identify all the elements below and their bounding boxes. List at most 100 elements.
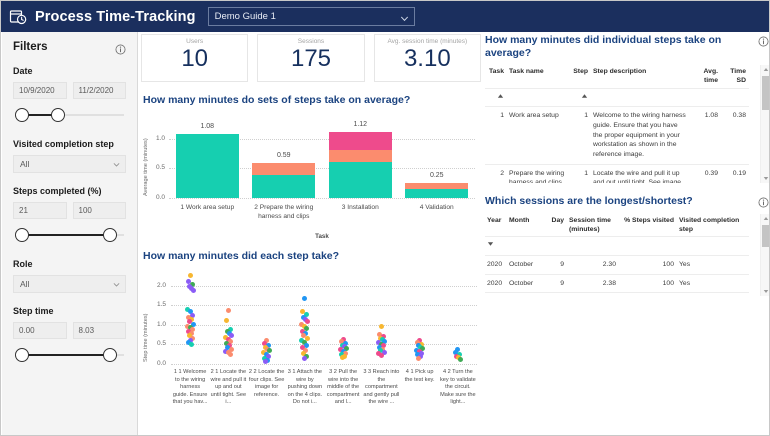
scatter-point[interactable] bbox=[303, 330, 309, 336]
scatter-point[interactable] bbox=[300, 328, 306, 334]
filter-role-dropdown[interactable]: All bbox=[13, 275, 126, 293]
scatter-point[interactable] bbox=[188, 341, 194, 347]
scatter-point[interactable] bbox=[305, 319, 311, 325]
scatter-point[interactable] bbox=[185, 314, 191, 320]
scrollbar-thumb[interactable] bbox=[762, 224, 769, 247]
scatter-point[interactable] bbox=[299, 338, 305, 343]
bar-segment[interactable] bbox=[405, 183, 469, 189]
scatter-point[interactable] bbox=[264, 338, 270, 343]
scatter-point[interactable] bbox=[189, 281, 195, 287]
caret-down-icon[interactable] bbox=[761, 174, 769, 183]
scatter-point[interactable] bbox=[266, 343, 272, 349]
bar-segment[interactable] bbox=[328, 150, 392, 162]
slider-knob-min[interactable] bbox=[15, 108, 29, 122]
col-step-description[interactable]: Step description bbox=[593, 68, 647, 76]
scatter-point[interactable] bbox=[184, 307, 190, 313]
col-visited-completion-step[interactable]: Visited completion step bbox=[679, 216, 740, 233]
scatter-point[interactable] bbox=[304, 326, 310, 332]
scatter-point[interactable] bbox=[419, 341, 425, 347]
scatter-point[interactable] bbox=[262, 355, 268, 361]
scatter-point[interactable] bbox=[186, 319, 192, 325]
scatter-point[interactable] bbox=[304, 342, 310, 348]
scatter-point[interactable] bbox=[186, 333, 192, 339]
filter-steps-completed-max-input[interactable]: 100 bbox=[72, 202, 126, 219]
col-step[interactable]: Step bbox=[573, 68, 588, 76]
scatter-point[interactable] bbox=[187, 309, 193, 315]
scatter-point[interactable] bbox=[262, 340, 268, 346]
bar-segment[interactable] bbox=[405, 188, 469, 198]
filter-date-max-input[interactable]: 11/2/2020 bbox=[72, 82, 126, 99]
filter-steps-completed-min-input[interactable]: 21 bbox=[13, 202, 67, 219]
scatter-point[interactable] bbox=[416, 355, 422, 361]
scatter-point[interactable] bbox=[261, 349, 267, 355]
caret-up-icon[interactable] bbox=[761, 214, 769, 223]
scatter-point[interactable] bbox=[415, 352, 421, 358]
info-icon[interactable] bbox=[758, 34, 769, 47]
col-day[interactable]: Day bbox=[551, 216, 564, 224]
col-avg-time[interactable]: Avg. time bbox=[703, 68, 718, 85]
scatter-point[interactable] bbox=[228, 346, 234, 352]
scatter-point[interactable] bbox=[458, 356, 464, 362]
scatter-point[interactable] bbox=[228, 332, 234, 338]
slider-knob-min[interactable] bbox=[15, 348, 29, 362]
col-month[interactable]: Month bbox=[509, 216, 530, 224]
info-icon[interactable] bbox=[758, 195, 769, 208]
scatter-point[interactable] bbox=[266, 353, 272, 359]
scatter-point[interactable] bbox=[185, 279, 191, 285]
col-session-time[interactable]: Session time (minutes) bbox=[569, 216, 611, 233]
scatter-point[interactable] bbox=[376, 345, 382, 351]
scatter-point[interactable] bbox=[224, 344, 230, 350]
bar-segment[interactable] bbox=[175, 134, 239, 198]
scatter-point[interactable] bbox=[380, 334, 386, 340]
scatter-point[interactable] bbox=[185, 339, 191, 345]
scatter-point[interactable] bbox=[304, 353, 310, 359]
bar-segment[interactable] bbox=[328, 161, 392, 198]
scatter-point[interactable] bbox=[227, 327, 233, 333]
scatter-point[interactable] bbox=[222, 334, 228, 340]
scatter-point[interactable] bbox=[455, 347, 461, 353]
scatter-point[interactable] bbox=[184, 323, 190, 329]
scatter-point[interactable] bbox=[223, 340, 229, 346]
col-task-name[interactable]: Task name bbox=[509, 68, 544, 76]
scatter-point[interactable] bbox=[381, 338, 387, 344]
bar[interactable]: 0.25 bbox=[405, 124, 469, 198]
filter-steps-completed-slider[interactable] bbox=[13, 224, 126, 246]
scatter-point[interactable] bbox=[301, 333, 307, 339]
scatter-point[interactable] bbox=[302, 355, 308, 361]
table-row[interactable]: 2020 October 9 2.38 100 Yes bbox=[485, 273, 749, 293]
scatter-point[interactable] bbox=[189, 327, 195, 333]
bar[interactable]: 0.59 bbox=[252, 124, 316, 198]
scatter-point[interactable] bbox=[223, 318, 229, 324]
table-row[interactable]: 2020 October 9 2.30 100 Yes bbox=[485, 255, 749, 275]
scatter-point[interactable] bbox=[343, 345, 349, 351]
scatter-point[interactable] bbox=[189, 312, 195, 318]
scatter-point[interactable] bbox=[222, 348, 228, 354]
scrollbar-thumb[interactable] bbox=[762, 76, 769, 111]
steps-table-scrollbar[interactable] bbox=[760, 65, 769, 184]
col-year[interactable]: Year bbox=[487, 216, 502, 224]
col-task[interactable]: Task bbox=[489, 68, 504, 76]
bar-segment[interactable] bbox=[328, 131, 392, 151]
scatter-point[interactable] bbox=[380, 343, 386, 349]
scatter-point[interactable] bbox=[339, 355, 345, 361]
scatter-point[interactable] bbox=[225, 307, 231, 313]
scatter-point[interactable] bbox=[304, 312, 310, 318]
filter-date-min-input[interactable]: 10/9/2020 bbox=[13, 82, 67, 99]
filter-step-time-min-input[interactable]: 0.00 bbox=[13, 322, 67, 339]
bar[interactable]: 1.12 bbox=[328, 121, 392, 198]
bar[interactable]: 1.08 bbox=[175, 123, 239, 198]
sessions-table-scrollbar[interactable] bbox=[760, 213, 769, 296]
scatter-point[interactable] bbox=[376, 332, 382, 338]
scatter-point[interactable] bbox=[377, 348, 383, 354]
slider-knob-max[interactable] bbox=[103, 348, 117, 362]
bar-segment[interactable] bbox=[252, 174, 316, 198]
scatter-point[interactable] bbox=[300, 309, 306, 315]
filter-visited-completion-step-dropdown[interactable]: All bbox=[13, 155, 126, 173]
scatter-point[interactable] bbox=[457, 351, 463, 357]
scatter-point[interactable] bbox=[375, 340, 381, 346]
filter-step-time-max-input[interactable]: 8.03 bbox=[72, 322, 126, 339]
info-icon[interactable] bbox=[115, 42, 126, 54]
scatter-point[interactable] bbox=[263, 359, 269, 365]
scatter-point[interactable] bbox=[299, 321, 305, 327]
scatter-point[interactable] bbox=[420, 346, 426, 352]
